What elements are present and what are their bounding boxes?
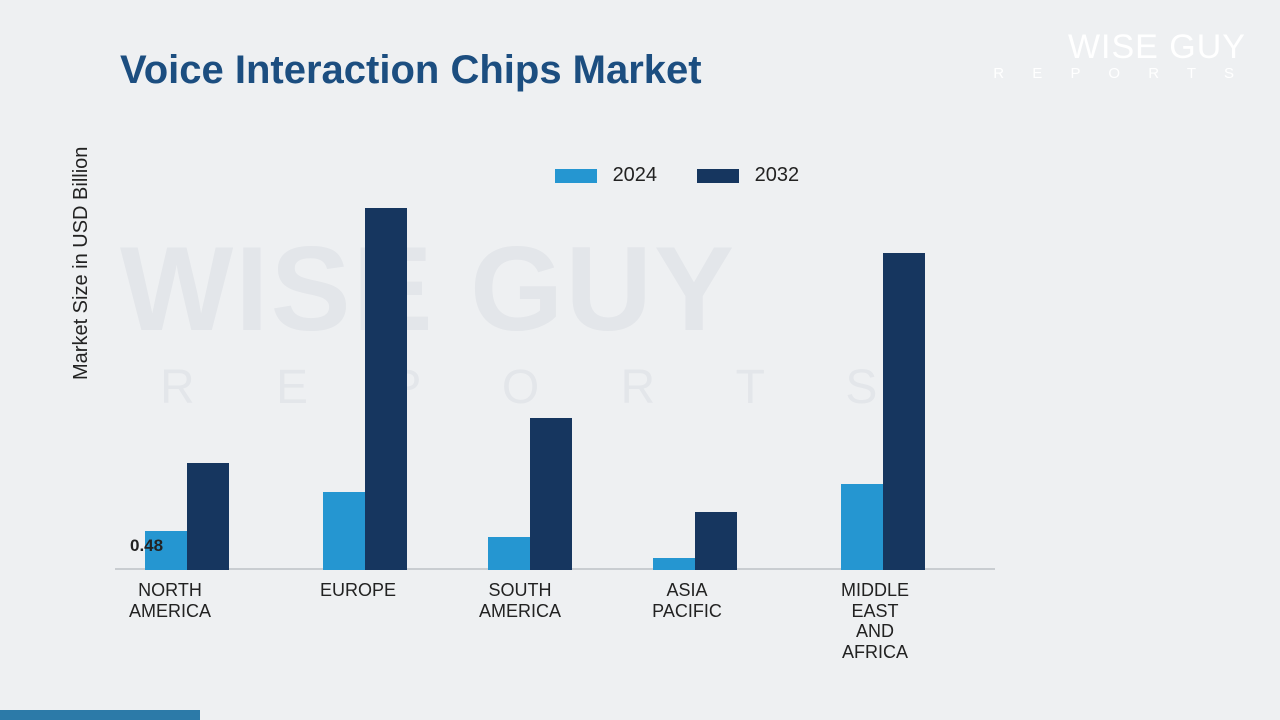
- legend-swatch-2024: [555, 169, 597, 183]
- bar: [488, 537, 530, 570]
- bar: [365, 208, 407, 570]
- legend-label-2024: 2024: [613, 164, 658, 186]
- bar: [323, 492, 365, 570]
- category-label: EUROPE: [283, 580, 433, 601]
- bar: [653, 558, 695, 570]
- legend-item-2024: 2024: [555, 164, 657, 187]
- bar: [841, 484, 883, 570]
- category-label: MIDDLEEASTANDAFRICA: [800, 580, 950, 663]
- legend-label-2032: 2032: [755, 164, 800, 186]
- y-axis-label: Market Size in USD Billion: [70, 147, 93, 380]
- bar: [530, 418, 572, 570]
- legend-swatch-2032: [697, 169, 739, 183]
- bar: [187, 463, 229, 570]
- plot-area: [115, 200, 995, 570]
- chart-stage: WISE GUY R E P O R T S Voice Interaction…: [0, 0, 1280, 720]
- footer-accent-bar: [0, 710, 200, 720]
- chart-title: Voice Interaction Chips Market: [120, 48, 702, 93]
- category-label: NORTHAMERICA: [95, 580, 245, 621]
- brand-line1: WISE GUY: [993, 28, 1246, 67]
- category-label: SOUTHAMERICA: [445, 580, 595, 621]
- bar: [883, 253, 925, 570]
- legend-item-2032: 2032: [697, 164, 799, 187]
- legend: 2024 2032: [555, 164, 799, 187]
- brand-logo: WISE GUY R E P O R T S: [993, 28, 1246, 82]
- value-label: 0.48: [130, 536, 163, 556]
- bar: [695, 512, 737, 570]
- category-label: ASIAPACIFIC: [612, 580, 762, 621]
- brand-line2: R E P O R T S: [993, 65, 1246, 82]
